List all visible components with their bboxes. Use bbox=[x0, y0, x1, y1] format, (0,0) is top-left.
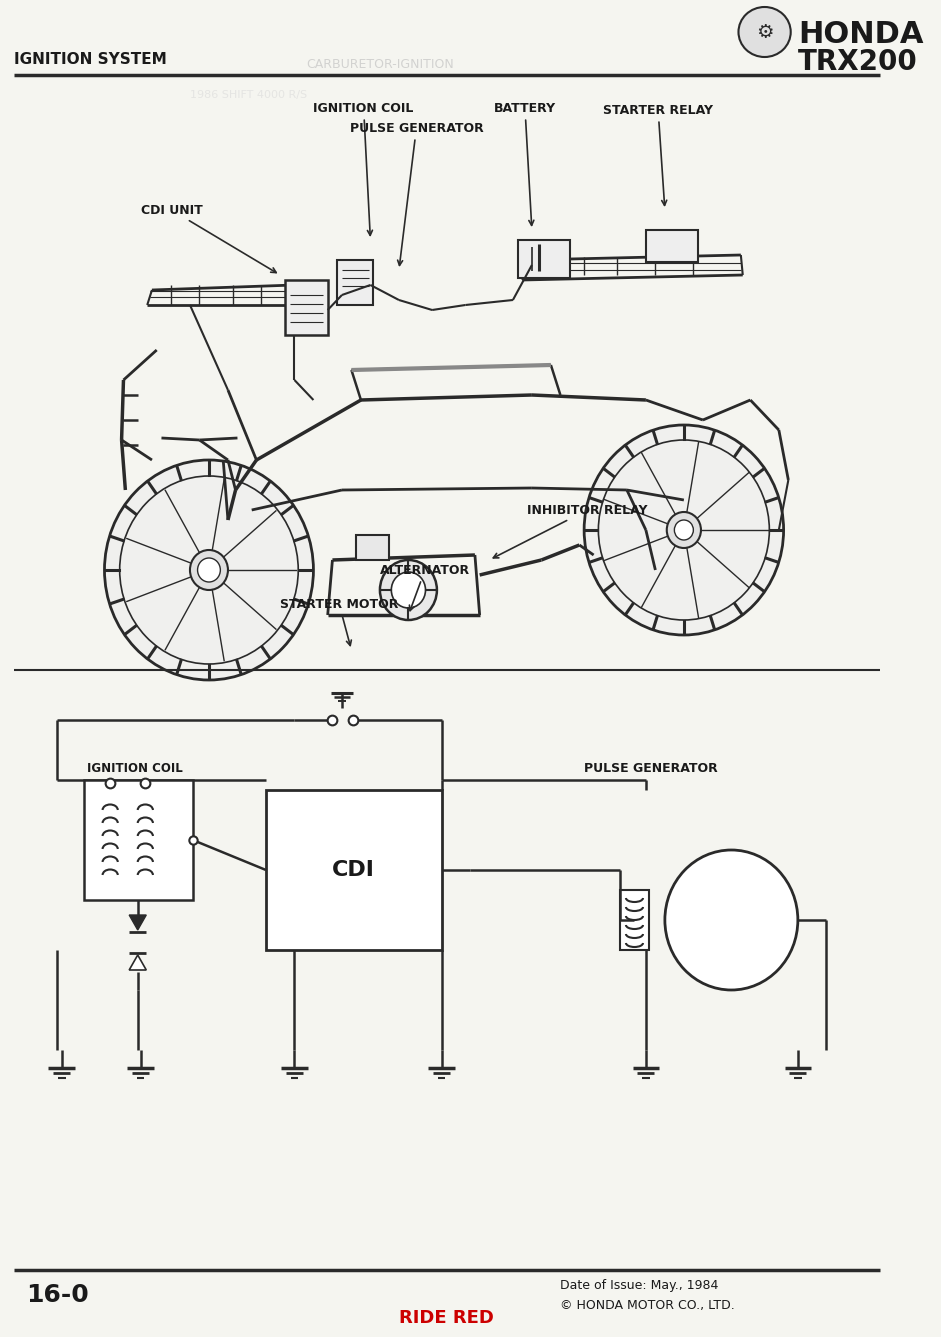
Ellipse shape bbox=[739, 7, 790, 57]
Bar bbox=[337, 259, 374, 305]
Text: STARTER RELAY: STARTER RELAY bbox=[603, 103, 713, 206]
Text: © HONDA MOTOR CO., LTD.: © HONDA MOTOR CO., LTD. bbox=[561, 1298, 735, 1312]
Bar bbox=[285, 279, 327, 336]
Circle shape bbox=[380, 560, 437, 620]
Bar bbox=[266, 790, 441, 951]
Polygon shape bbox=[129, 915, 146, 931]
Circle shape bbox=[391, 572, 425, 608]
Text: 1986 SHIFT 4000 R/S: 1986 SHIFT 4000 R/S bbox=[190, 90, 307, 100]
Circle shape bbox=[598, 440, 770, 620]
Circle shape bbox=[120, 476, 298, 664]
Circle shape bbox=[665, 850, 798, 989]
Text: CDI: CDI bbox=[332, 860, 375, 880]
Text: ⚙: ⚙ bbox=[756, 23, 774, 41]
Circle shape bbox=[190, 550, 228, 590]
Circle shape bbox=[675, 520, 694, 540]
Text: CDI UNIT: CDI UNIT bbox=[140, 203, 277, 273]
Text: TRX200: TRX200 bbox=[798, 48, 917, 76]
Text: STARTER MOTOR: STARTER MOTOR bbox=[280, 599, 399, 646]
Bar bbox=[357, 535, 390, 560]
Text: CARBURETOR-IGNITION: CARBURETOR-IGNITION bbox=[306, 57, 454, 71]
Text: 16-0: 16-0 bbox=[26, 1284, 89, 1308]
Text: IGNITION SYSTEM: IGNITION SYSTEM bbox=[14, 52, 167, 67]
Text: INHIBITOR RELAY: INHIBITOR RELAY bbox=[493, 504, 647, 558]
Text: RIDE RED: RIDE RED bbox=[399, 1309, 494, 1328]
Circle shape bbox=[584, 425, 784, 635]
Circle shape bbox=[198, 558, 220, 582]
Text: PULSE GENERATOR: PULSE GENERATOR bbox=[584, 762, 718, 775]
Text: Date of Issue: May., 1984: Date of Issue: May., 1984 bbox=[561, 1278, 719, 1292]
Circle shape bbox=[104, 460, 313, 681]
Text: IGNITION COIL: IGNITION COIL bbox=[313, 102, 414, 235]
Text: HONDA: HONDA bbox=[798, 20, 923, 49]
Text: PULSE GENERATOR: PULSE GENERATOR bbox=[349, 122, 484, 265]
Bar bbox=[84, 779, 193, 900]
Circle shape bbox=[667, 512, 701, 548]
Text: BATTERY: BATTERY bbox=[494, 102, 556, 226]
Bar bbox=[518, 241, 570, 278]
Polygon shape bbox=[129, 955, 146, 971]
Bar bbox=[620, 890, 648, 951]
Bar bbox=[646, 230, 698, 262]
Text: ALTERNATOR: ALTERNATOR bbox=[380, 563, 470, 611]
Text: IGNITION COIL: IGNITION COIL bbox=[88, 762, 183, 775]
